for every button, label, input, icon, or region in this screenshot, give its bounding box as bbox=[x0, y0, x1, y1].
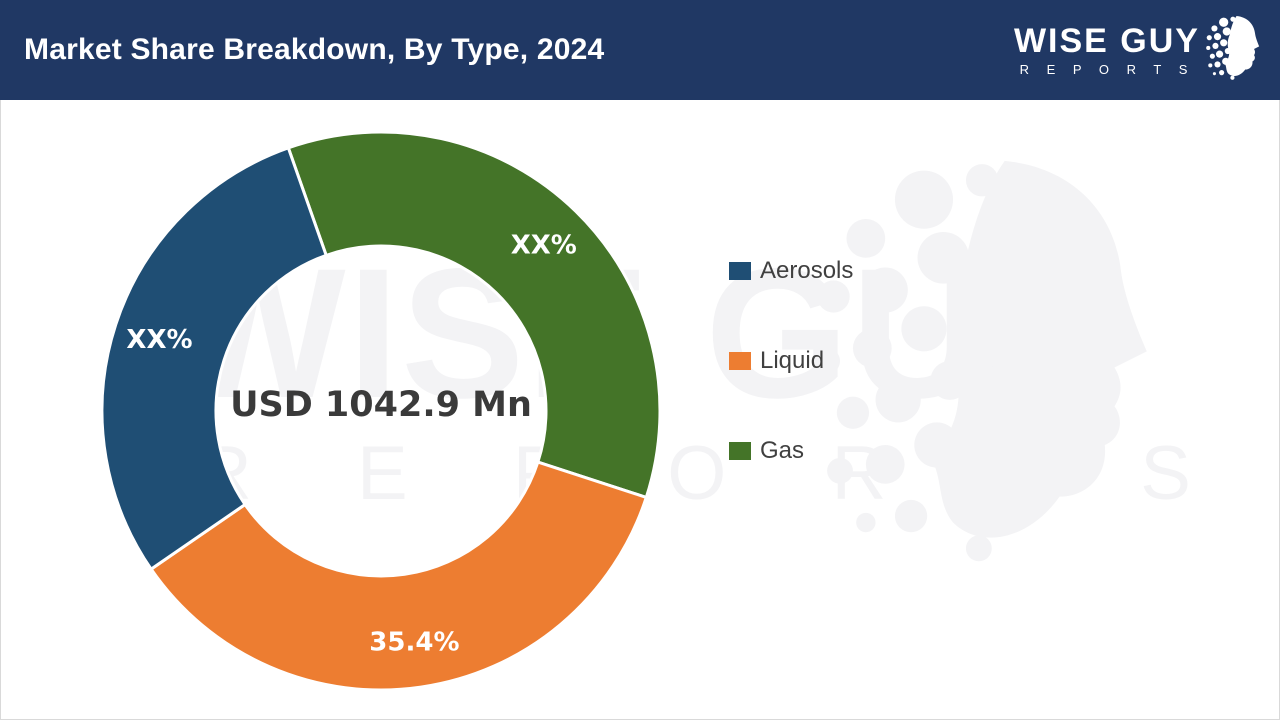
legend-swatch-gas bbox=[729, 442, 751, 460]
legend-swatch-aerosols bbox=[729, 262, 751, 280]
legend-item-liquid[interactable]: Liquid bbox=[729, 347, 824, 375]
segment-label-gas: XX% bbox=[511, 230, 577, 260]
legend-label-gas: Gas bbox=[760, 437, 805, 464]
donut-chart: XX% 35.4% XX% bbox=[100, 130, 662, 692]
logo-name: WISE GUY bbox=[1013, 22, 1200, 60]
chart-area: WISE GUY R E P O R T S XX%35.4%XX% USD 1… bbox=[0, 100, 1280, 720]
donut-segment-liquid[interactable] bbox=[149, 460, 649, 692]
wiseguy-logo: WISE GUY R E P O R T S bbox=[1014, 14, 1266, 86]
segment-label-aerosols: XX% bbox=[126, 325, 192, 355]
logo-text: WISE GUY R E P O R T S bbox=[1014, 23, 1200, 77]
donut-segment-aerosols[interactable] bbox=[100, 145, 329, 572]
segment-label-liquid: 35.4% bbox=[369, 628, 459, 658]
wiseguy-face-icon bbox=[1204, 14, 1266, 86]
legend-item-aerosols[interactable]: Aerosols bbox=[729, 257, 853, 285]
legend-label-liquid: Liquid bbox=[760, 347, 825, 374]
page-title: Market Share Breakdown, By Type, 2024 bbox=[24, 33, 605, 66]
donut-center-label: USD 1042.9 Mn bbox=[230, 385, 532, 425]
donut-segment-gas[interactable] bbox=[286, 130, 662, 500]
header: Market Share Breakdown, By Type, 2024 WI… bbox=[0, 0, 1280, 100]
legend-label-aerosols: Aerosols bbox=[760, 257, 854, 284]
legend-item-gas[interactable]: Gas bbox=[729, 437, 804, 465]
logo-tagline: R E P O R T S bbox=[1019, 62, 1195, 77]
legend-swatch-liquid bbox=[729, 352, 751, 370]
